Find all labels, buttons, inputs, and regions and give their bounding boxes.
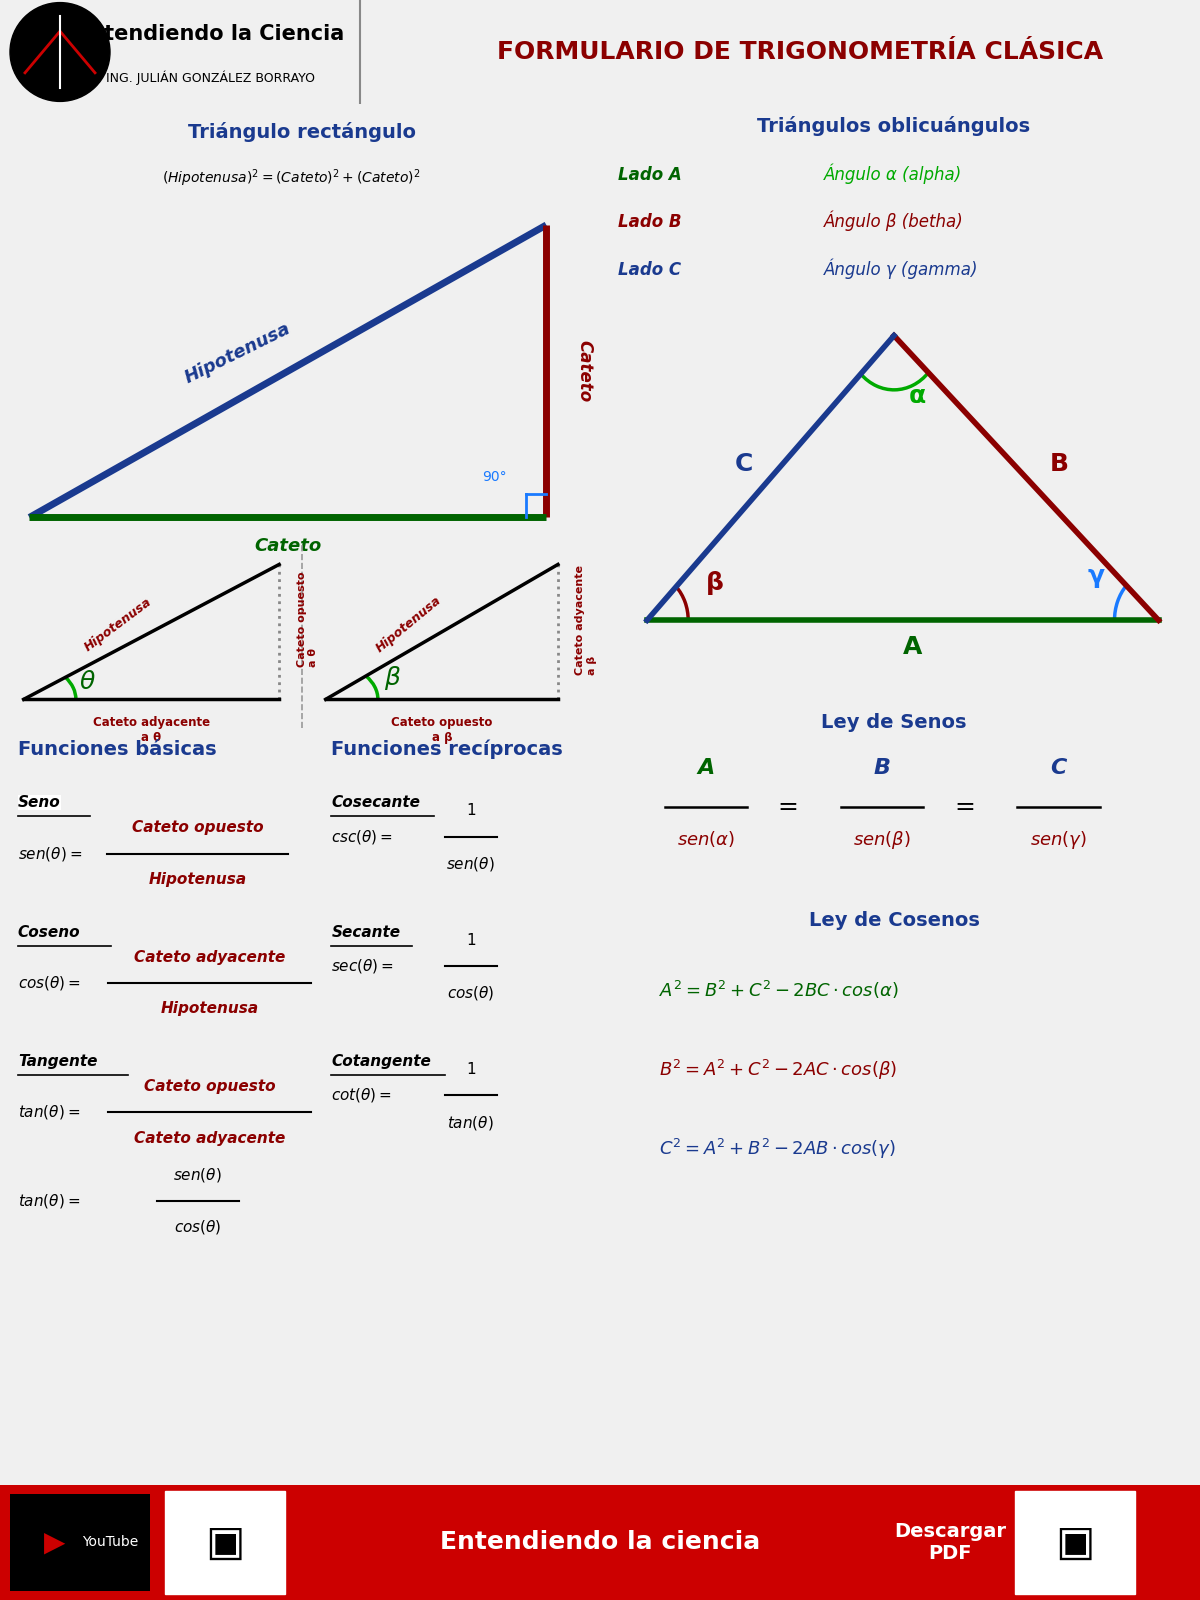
Text: Hipotenusa: Hipotenusa: [149, 872, 247, 886]
Text: Lado B: Lado B: [618, 213, 682, 230]
Text: Cotangente: Cotangente: [331, 1054, 431, 1069]
Text: Cateto: Cateto: [575, 341, 593, 402]
Text: $sen(\alpha)$: $sen(\alpha)$: [677, 829, 734, 850]
Text: ING. JULIÁN GONZÁLEZ BORRAYO: ING. JULIÁN GONZÁLEZ BORRAYO: [106, 70, 314, 85]
Text: =: =: [954, 795, 974, 819]
Text: Ley de Senos: Ley de Senos: [821, 712, 967, 731]
Text: Ley de Cosenos: Ley de Cosenos: [809, 910, 979, 930]
Text: C: C: [1050, 757, 1067, 778]
Bar: [10, 1494, 150, 1590]
Text: Funciones recíprocas: Funciones recíprocas: [331, 739, 563, 758]
Text: ▣: ▣: [205, 1522, 245, 1563]
Text: Cateto: Cateto: [254, 536, 322, 555]
Text: $tan(\theta)$: $tan(\theta)$: [448, 1114, 494, 1131]
Text: $B^2 = A^2 + C^2 - 2AC \cdot cos(\beta)$: $B^2 = A^2 + C^2 - 2AC \cdot cos(\beta)$: [659, 1058, 896, 1082]
Text: $sen(\theta) = $: $sen(\theta) = $: [18, 845, 82, 862]
Text: $\theta$: $\theta$: [79, 670, 96, 694]
Text: $sen(\theta)$: $sen(\theta)$: [446, 854, 496, 874]
Text: Hipotenusa: Hipotenusa: [161, 1002, 258, 1016]
Text: Descargar
PDF: Descargar PDF: [894, 1522, 1006, 1563]
Text: 1: 1: [466, 803, 475, 818]
Text: Cateto opuesto: Cateto opuesto: [144, 1078, 275, 1094]
Text: Ángulo α (alpha): Ángulo α (alpha): [823, 163, 961, 184]
Text: Entendiendo la ciencia: Entendiendo la ciencia: [440, 1530, 760, 1555]
Text: Lado C: Lado C: [618, 261, 680, 278]
Text: $csc(\theta) = $: $csc(\theta) = $: [331, 827, 394, 846]
Text: Seno: Seno: [18, 795, 60, 810]
Text: Secante: Secante: [331, 925, 401, 939]
Text: A: A: [697, 757, 714, 778]
Text: B: B: [1050, 453, 1069, 477]
Text: C: C: [736, 453, 754, 477]
Text: Cosecante: Cosecante: [331, 795, 420, 810]
Text: $cos(\theta)$: $cos(\theta)$: [174, 1218, 222, 1235]
Text: Cateto opuesto: Cateto opuesto: [132, 821, 264, 835]
Text: 1: 1: [466, 1062, 475, 1077]
Text: $sec(\theta) = $: $sec(\theta) = $: [331, 957, 395, 974]
Text: =: =: [778, 795, 798, 819]
Text: B: B: [874, 757, 890, 778]
Text: Triángulos oblicuángulos: Triángulos oblicuángulos: [757, 117, 1031, 136]
Text: Tangente: Tangente: [18, 1054, 97, 1069]
Text: $cot(\theta) = $: $cot(\theta) = $: [331, 1086, 392, 1104]
Text: $(Hipotenusa)^2 = (Cateto)^2 + (Cateto)^2$: $(Hipotenusa)^2 = (Cateto)^2 + (Cateto)^…: [162, 168, 420, 189]
Text: Entendiendo la Ciencia: Entendiendo la Ciencia: [76, 24, 344, 45]
Text: $sen(\gamma)$: $sen(\gamma)$: [1030, 829, 1087, 851]
Text: Triángulo rectángulo: Triángulo rectángulo: [188, 122, 416, 142]
Text: Cateto opuesto
a θ: Cateto opuesto a θ: [296, 571, 318, 667]
Text: $tan(\theta) = $: $tan(\theta) = $: [18, 1104, 80, 1122]
Text: $sen(\theta)$: $sen(\theta)$: [174, 1166, 222, 1184]
Text: ▣: ▣: [1055, 1522, 1094, 1563]
Text: Cateto adyacente: Cateto adyacente: [133, 950, 286, 965]
Text: YouTube: YouTube: [82, 1536, 138, 1549]
Ellipse shape: [10, 3, 110, 101]
Text: Cateto adyacente
a β: Cateto adyacente a β: [575, 565, 596, 675]
Text: γ: γ: [1088, 563, 1105, 587]
Text: $tan(\theta) = $: $tan(\theta) = $: [18, 1192, 80, 1210]
Text: Cateto adyacente: Cateto adyacente: [133, 1131, 286, 1146]
Text: α: α: [908, 384, 926, 408]
Text: Hipotenusa: Hipotenusa: [181, 320, 294, 387]
Text: Cateto adyacente
a θ: Cateto adyacente a θ: [92, 715, 210, 744]
Text: $cos(\theta) = $: $cos(\theta) = $: [18, 974, 80, 992]
Text: Lado A: Lado A: [618, 166, 682, 184]
Bar: [166, 1491, 286, 1594]
Text: Funciones básicas: Funciones básicas: [18, 741, 216, 758]
Text: $C^2 = A^2 + B^2 - 2AB \cdot cos(\gamma)$: $C^2 = A^2 + B^2 - 2AB \cdot cos(\gamma)…: [659, 1138, 896, 1162]
Bar: [1015, 1491, 1135, 1594]
Text: Hipotenusa: Hipotenusa: [373, 594, 444, 656]
Text: Coseno: Coseno: [18, 925, 80, 939]
Text: $cos(\theta)$: $cos(\theta)$: [448, 984, 494, 1002]
Text: ▶: ▶: [44, 1528, 66, 1557]
Text: $sen(\beta)$: $sen(\beta)$: [853, 829, 911, 851]
Text: Cateto opuesto
a β: Cateto opuesto a β: [391, 715, 492, 744]
Text: A: A: [902, 635, 922, 659]
Text: $\beta$: $\beta$: [384, 664, 401, 693]
Text: Hipotenusa: Hipotenusa: [83, 595, 155, 654]
Text: Ángulo β (betha): Ángulo β (betha): [823, 211, 964, 230]
Text: 90°: 90°: [482, 470, 508, 483]
Text: 1: 1: [466, 933, 475, 947]
Text: β: β: [706, 571, 724, 595]
Text: FORMULARIO DE TRIGONOMETRÍA CLÁSICA: FORMULARIO DE TRIGONOMETRÍA CLÁSICA: [497, 40, 1103, 64]
Text: Ángulo γ (gamma): Ángulo γ (gamma): [823, 258, 978, 278]
Text: $A^2 = B^2 + C^2 - 2BC \cdot cos(\alpha)$: $A^2 = B^2 + C^2 - 2BC \cdot cos(\alpha)…: [659, 979, 899, 1002]
